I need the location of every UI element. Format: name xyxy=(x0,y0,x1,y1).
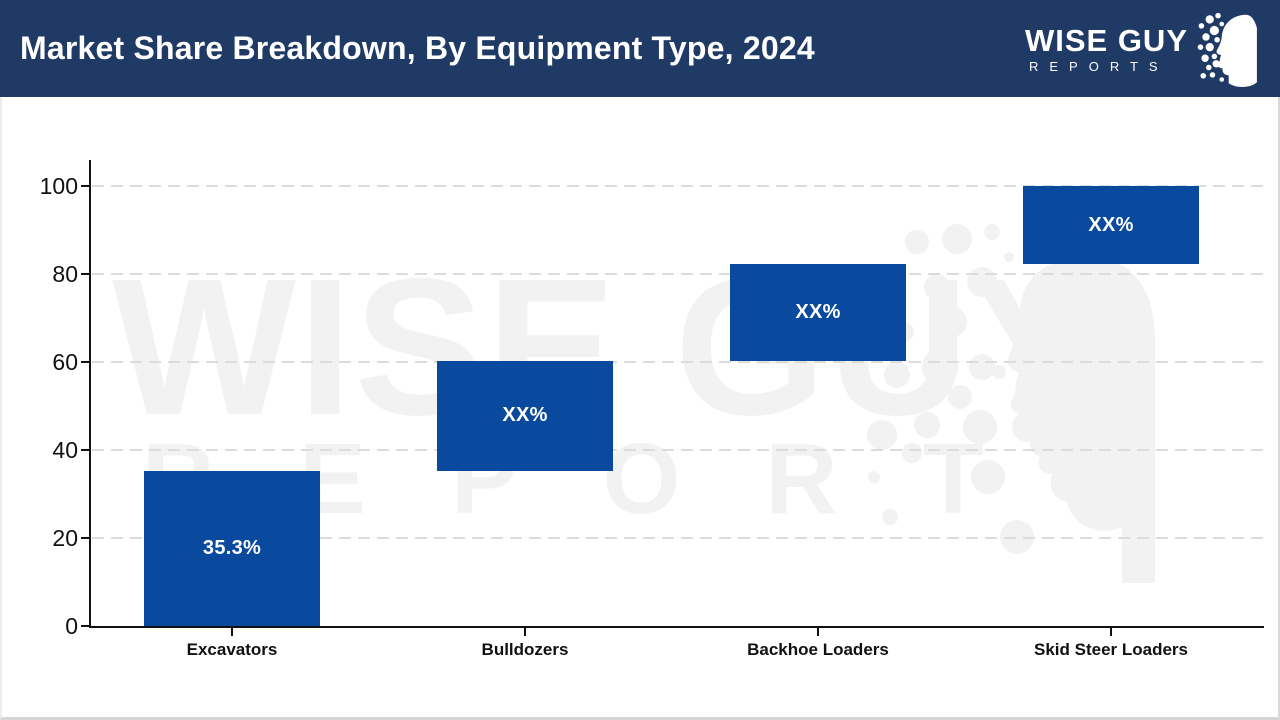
wise-guy-reports-logo: WISE GUY REPORTS xyxy=(1025,8,1268,90)
y-tick-mark-20 xyxy=(81,537,90,539)
x-axis-line xyxy=(89,626,1264,628)
y-tick-mark-60 xyxy=(81,361,90,363)
gridline-100 xyxy=(92,185,1264,187)
bar-backhoe-loaders: XX% xyxy=(730,264,906,362)
y-axis-line xyxy=(89,160,91,628)
bar-value-label: XX% xyxy=(795,301,841,324)
y-tick-label: 20 xyxy=(52,525,78,551)
x-tick-mark-bulldozers xyxy=(524,628,526,636)
page-title: Market Share Breakdown, By Equipment Typ… xyxy=(20,30,815,66)
logo-subtitle: REPORTS xyxy=(1028,58,1169,74)
bar-excavators: 35.3% xyxy=(144,470,320,626)
y-tick-label: 80 xyxy=(52,261,78,287)
y-tick-label: 100 xyxy=(39,173,78,199)
x-category-label-skid-steer-loaders: Skid Steer Loaders xyxy=(1033,640,1188,659)
watermark-face-icon xyxy=(867,224,1155,583)
y-tick-mark-80 xyxy=(81,273,90,275)
y-tick-label: 0 xyxy=(65,613,78,639)
bar-value-label: XX% xyxy=(1088,213,1134,236)
gridline-20 xyxy=(92,537,1264,539)
logo-face-icon xyxy=(1197,12,1257,87)
logo-text: WISE GUY REPORTS xyxy=(1024,22,1188,75)
logo-wordmark: WISE GUY xyxy=(1024,22,1188,58)
y-tick-mark-100 xyxy=(81,185,90,187)
bar-bulldozers: XX% xyxy=(437,361,613,471)
gridline-40 xyxy=(92,449,1264,451)
bar-value-label: XX% xyxy=(502,404,548,427)
y-tick-mark-40 xyxy=(81,449,90,451)
bar-value-label: 35.3% xyxy=(202,536,262,559)
x-category-label-excavators: Excavators xyxy=(186,640,278,659)
y-tick-mark-0 xyxy=(81,625,90,627)
x-tick-mark-backhoe-loaders xyxy=(817,628,819,636)
x-category-label-bulldozers: Bulldozers xyxy=(481,640,569,659)
y-tick-label: 60 xyxy=(52,349,78,375)
x-tick-mark-excavators xyxy=(231,628,233,636)
gridline-60 xyxy=(92,361,1264,363)
x-category-label-backhoe-loaders: Backhoe Loaders xyxy=(747,640,889,659)
bar-skid-steer-loaders: XX% xyxy=(1023,186,1199,265)
plot-area: 0 20 40 60 80 100 35.3% Excavators XX% Bulldozers… xyxy=(2,97,1278,717)
y-tick-label: 40 xyxy=(52,437,78,463)
x-tick-mark-skid-steer-loaders xyxy=(1110,628,1112,636)
chart-panel: WISE GUY REPORTS 0 20 40 60 80 100 35.3% Excava… xyxy=(0,97,1280,720)
gridline-80 xyxy=(92,273,1264,275)
header-band: Market Share Breakdown, By Equipment Typ… xyxy=(0,0,1280,97)
